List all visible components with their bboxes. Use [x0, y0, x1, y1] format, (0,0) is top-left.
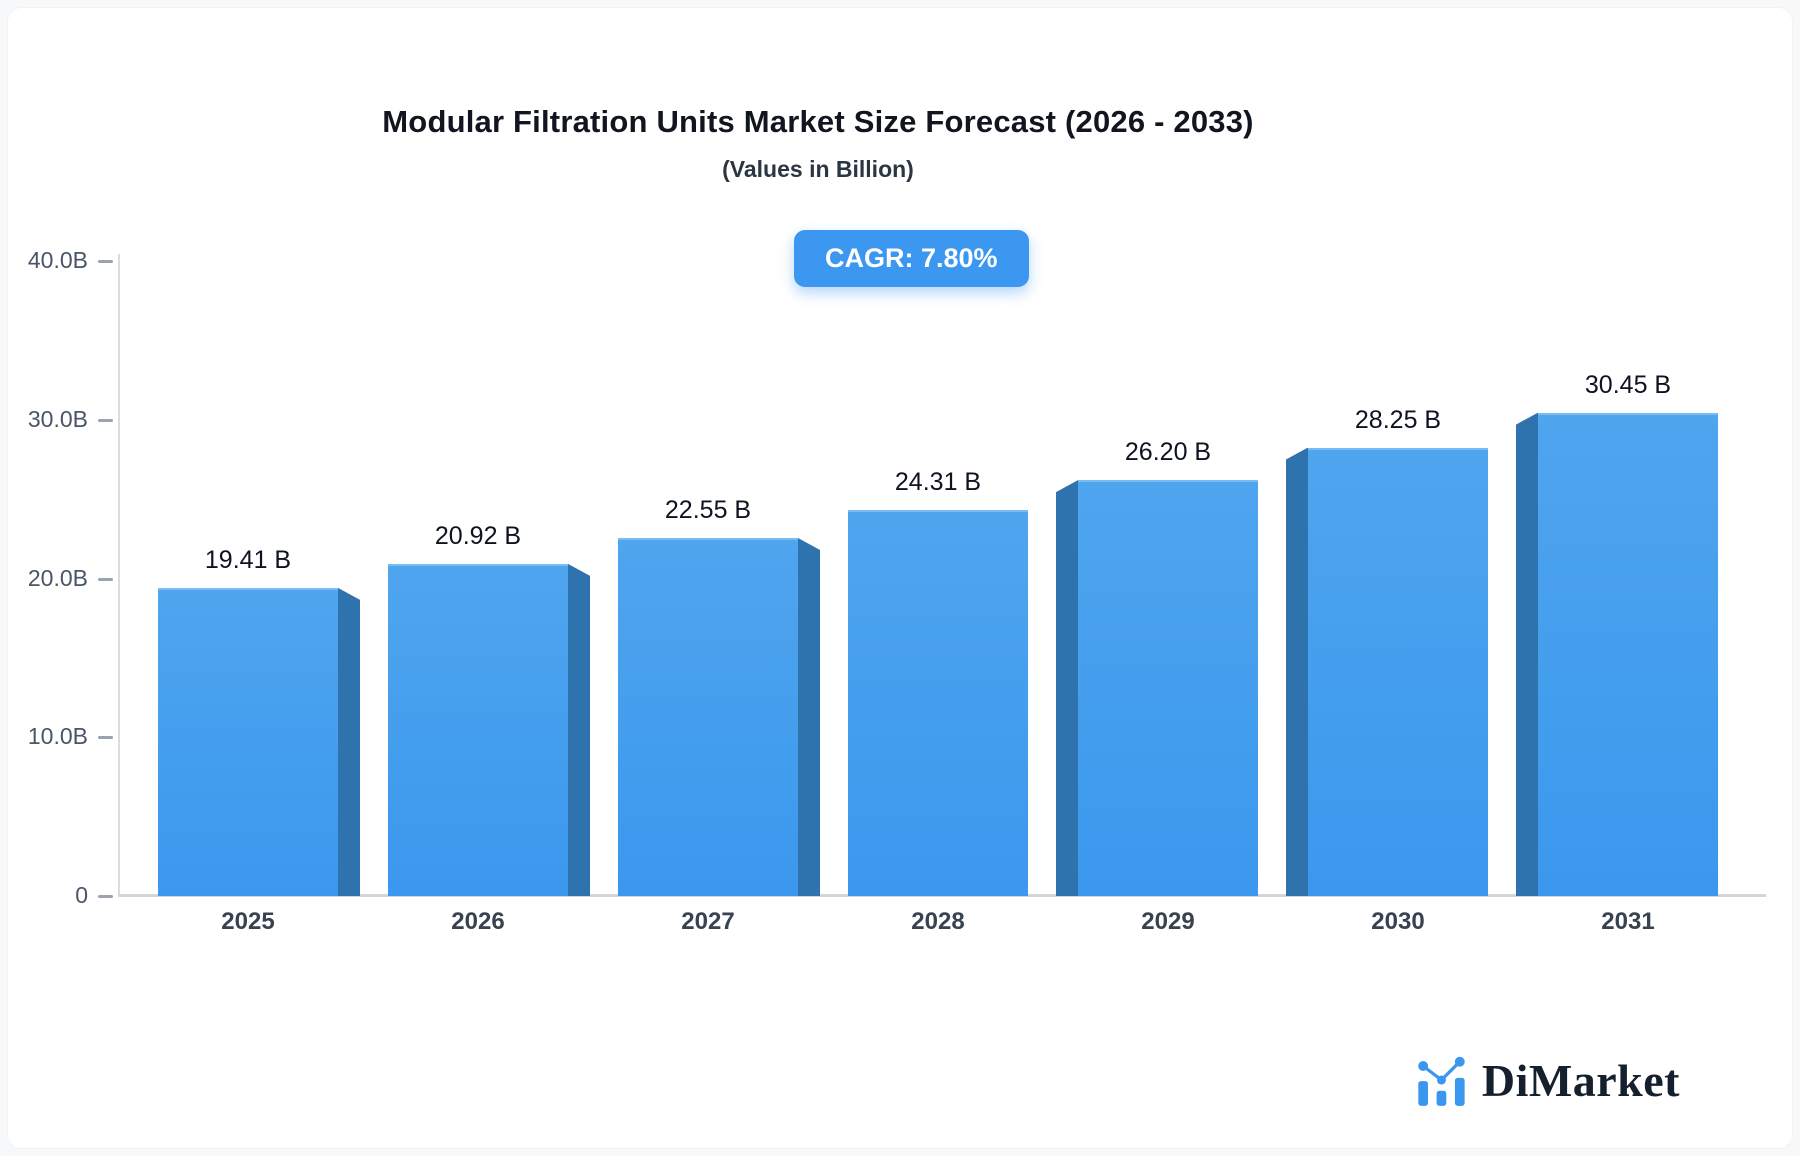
- bar-value-label: 22.55 B: [664, 496, 752, 525]
- y-axis-tick-label: 10.0B: [27, 723, 88, 750]
- bar-value-label: 20.92 B: [434, 521, 522, 550]
- chart-subtitle: (Values in Billion): [722, 156, 914, 182]
- bar-2025[interactable]: [158, 587, 338, 896]
- bar-2026[interactable]: [388, 563, 568, 896]
- bar-2029[interactable]: [1078, 480, 1258, 896]
- brand-logo: DiMarket: [1414, 1052, 1680, 1108]
- bar-side-face: [1516, 412, 1538, 896]
- x-axis-tick-label: 2031: [1601, 908, 1655, 935]
- y-axis-tick-mark: [98, 418, 113, 422]
- x-axis-tick-label: 2025: [221, 908, 275, 935]
- x-axis-tick-label: 2028: [911, 908, 965, 935]
- x-axis-tick-label: 2029: [1141, 908, 1195, 935]
- y-axis-tick-label: 20.0B: [27, 564, 88, 591]
- y-axis-tick-mark: [98, 260, 113, 263]
- x-axis-tick-label: 2026: [451, 908, 505, 935]
- bar-value-label: 30.45 B: [1584, 370, 1672, 399]
- bar-2031[interactable]: [1538, 412, 1718, 896]
- bar-side-face: [568, 563, 590, 896]
- cagr-badge: CAGR: 7.80%: [794, 230, 1029, 287]
- y-axis-tick-mark: [98, 577, 113, 581]
- bar-value-label: 24.31 B: [894, 468, 982, 497]
- bar-side-face: [338, 587, 360, 896]
- chart-card: Modular Filtration Units Market Size For…: [7, 7, 1793, 1149]
- bar-side-face: [1056, 480, 1078, 896]
- brand-logo-text: DiMarket: [1481, 1054, 1680, 1106]
- bar-side-face: [1286, 447, 1308, 896]
- y-axis-tick-mark: [98, 736, 113, 740]
- y-axis-line: [118, 254, 120, 896]
- chart-title: Modular Filtration Units Market Size For…: [382, 104, 1254, 139]
- bar-line-chart-icon: [1414, 1052, 1470, 1108]
- bar-2027[interactable]: [618, 538, 798, 896]
- y-axis-tick-mark: [98, 895, 113, 898]
- y-axis-tick-label: 30.0B: [27, 405, 88, 432]
- y-axis-tick-label: 0: [75, 882, 88, 908]
- bar-side-face: [798, 538, 820, 896]
- bar-value-label: 26.20 B: [1124, 438, 1212, 467]
- bar-value-label: 19.41 B: [204, 545, 292, 574]
- y-axis-tick-label: 40.0B: [27, 247, 88, 273]
- bar-2028[interactable]: [848, 510, 1028, 896]
- x-axis-tick-label: 2030: [1371, 908, 1425, 935]
- bar-2030[interactable]: [1308, 447, 1488, 896]
- bar-value-label: 28.25 B: [1354, 405, 1442, 434]
- x-axis-tick-label: 2027: [681, 908, 735, 935]
